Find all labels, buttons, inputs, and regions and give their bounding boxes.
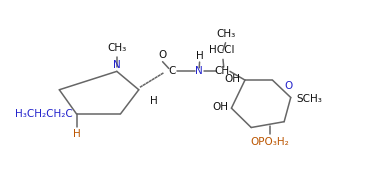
Text: CH: CH (214, 66, 230, 76)
Text: H₃CH₂CH₂C: H₃CH₂CH₂C (15, 109, 73, 119)
Text: OPO₃H₂: OPO₃H₂ (250, 137, 289, 147)
Text: N: N (195, 66, 203, 76)
Text: SCH₃: SCH₃ (296, 94, 323, 105)
Text: OH: OH (212, 102, 228, 112)
Text: O: O (158, 50, 167, 60)
Text: H: H (73, 129, 80, 139)
Text: CH₃: CH₃ (217, 29, 236, 39)
Text: N: N (113, 60, 121, 70)
Text: C: C (168, 66, 176, 76)
Text: H: H (150, 96, 157, 105)
Text: O: O (284, 82, 292, 91)
Text: H: H (196, 51, 204, 61)
Text: CH₃: CH₃ (107, 43, 126, 53)
Text: HCCl: HCCl (209, 45, 235, 56)
Text: OH: OH (225, 74, 241, 84)
